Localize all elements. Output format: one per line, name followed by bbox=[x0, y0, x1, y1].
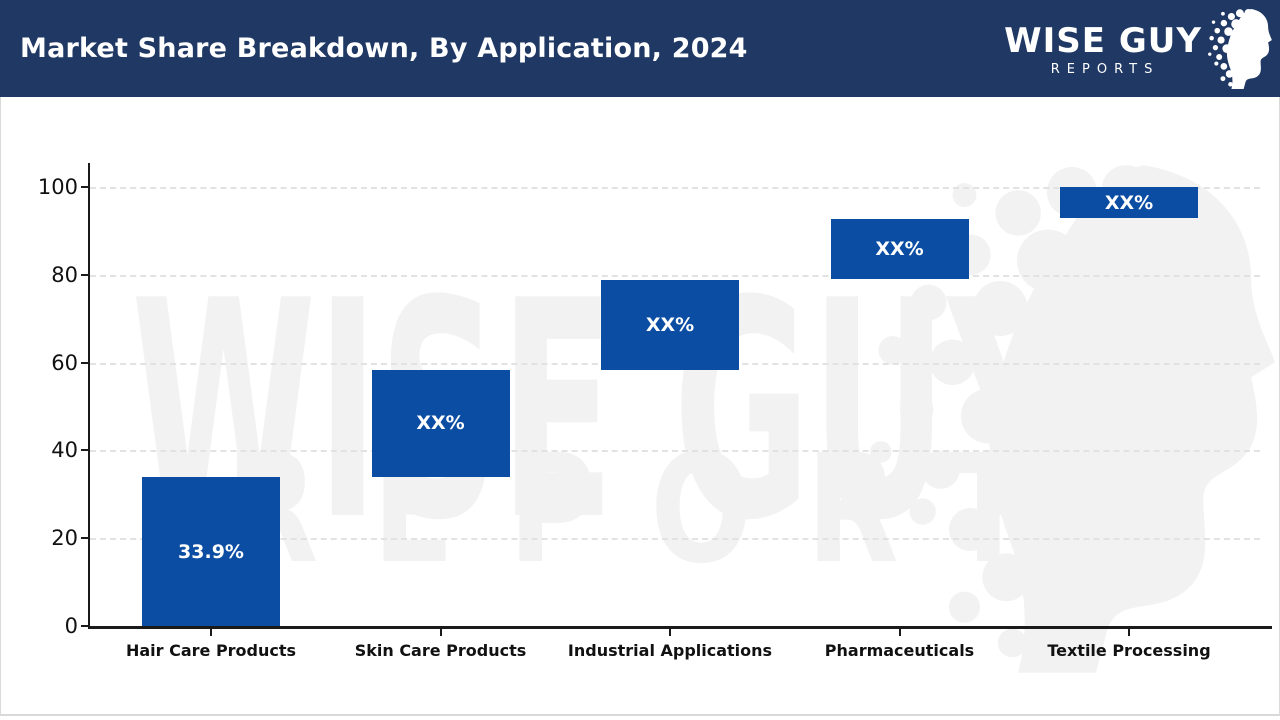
bar-value-label: XX% bbox=[416, 412, 465, 435]
category-label: Pharmaceuticals bbox=[824, 641, 975, 660]
gridline-y80 bbox=[90, 274, 1260, 277]
y-tick-label: 40 bbox=[51, 438, 78, 463]
bar-1: 33.9% bbox=[142, 477, 280, 626]
page-title: Market Share Breakdown, By Application, … bbox=[20, 33, 748, 64]
bar-3: XX% bbox=[601, 280, 739, 371]
category-label: Skin Care Products bbox=[354, 641, 527, 660]
bar-value-label: 33.9% bbox=[178, 540, 244, 563]
bar-5: XX% bbox=[1060, 187, 1198, 219]
y-tick-mark bbox=[81, 625, 88, 627]
category-label: Hair Care Products bbox=[125, 641, 297, 660]
y-tick-mark bbox=[81, 186, 88, 188]
bar-4: XX% bbox=[830, 219, 969, 280]
bar-2: XX% bbox=[371, 370, 510, 477]
y-tick-label: 100 bbox=[37, 175, 78, 199]
logo-brand-text: WISE GUY bbox=[1004, 20, 1202, 61]
x-tick-mark bbox=[898, 629, 901, 636]
category-label: Textile Processing bbox=[1047, 641, 1211, 660]
bar-value-label: XX% bbox=[645, 314, 695, 337]
y-tick-mark bbox=[81, 361, 88, 364]
footer-divider bbox=[0, 714, 1280, 716]
bar-value-label: XX% bbox=[875, 238, 924, 261]
x-tick-mark bbox=[669, 629, 671, 636]
y-tick-label: 80 bbox=[51, 262, 78, 287]
y-tick-mark bbox=[81, 449, 88, 452]
bar-value-label: XX% bbox=[1104, 191, 1154, 214]
x-axis-spine bbox=[88, 626, 1272, 629]
y-tick-label: 60 bbox=[51, 350, 78, 375]
brand-logo: WISE GUY REPORTS bbox=[1004, 6, 1272, 92]
x-tick-mark bbox=[439, 629, 442, 636]
y-tick-label: 0 bbox=[64, 614, 78, 638]
y-axis-spine bbox=[88, 163, 90, 628]
gridline-y20 bbox=[90, 538, 1260, 541]
gridline-y40 bbox=[90, 450, 1260, 453]
gridline-y100 bbox=[90, 187, 1260, 189]
logo-head-icon bbox=[1204, 9, 1272, 89]
x-tick-mark bbox=[210, 629, 212, 636]
y-tick-label: 20 bbox=[51, 526, 78, 551]
header-bar: Market Share Breakdown, By Application, … bbox=[0, 0, 1280, 97]
y-tick-mark bbox=[81, 537, 88, 540]
logo-text: WISE GUY REPORTS bbox=[1004, 22, 1202, 77]
x-tick-mark bbox=[1128, 629, 1130, 636]
y-tick-mark bbox=[81, 273, 88, 276]
logo-sub-text: REPORTS bbox=[1050, 61, 1160, 77]
category-label: Industrial Applications bbox=[567, 641, 773, 660]
